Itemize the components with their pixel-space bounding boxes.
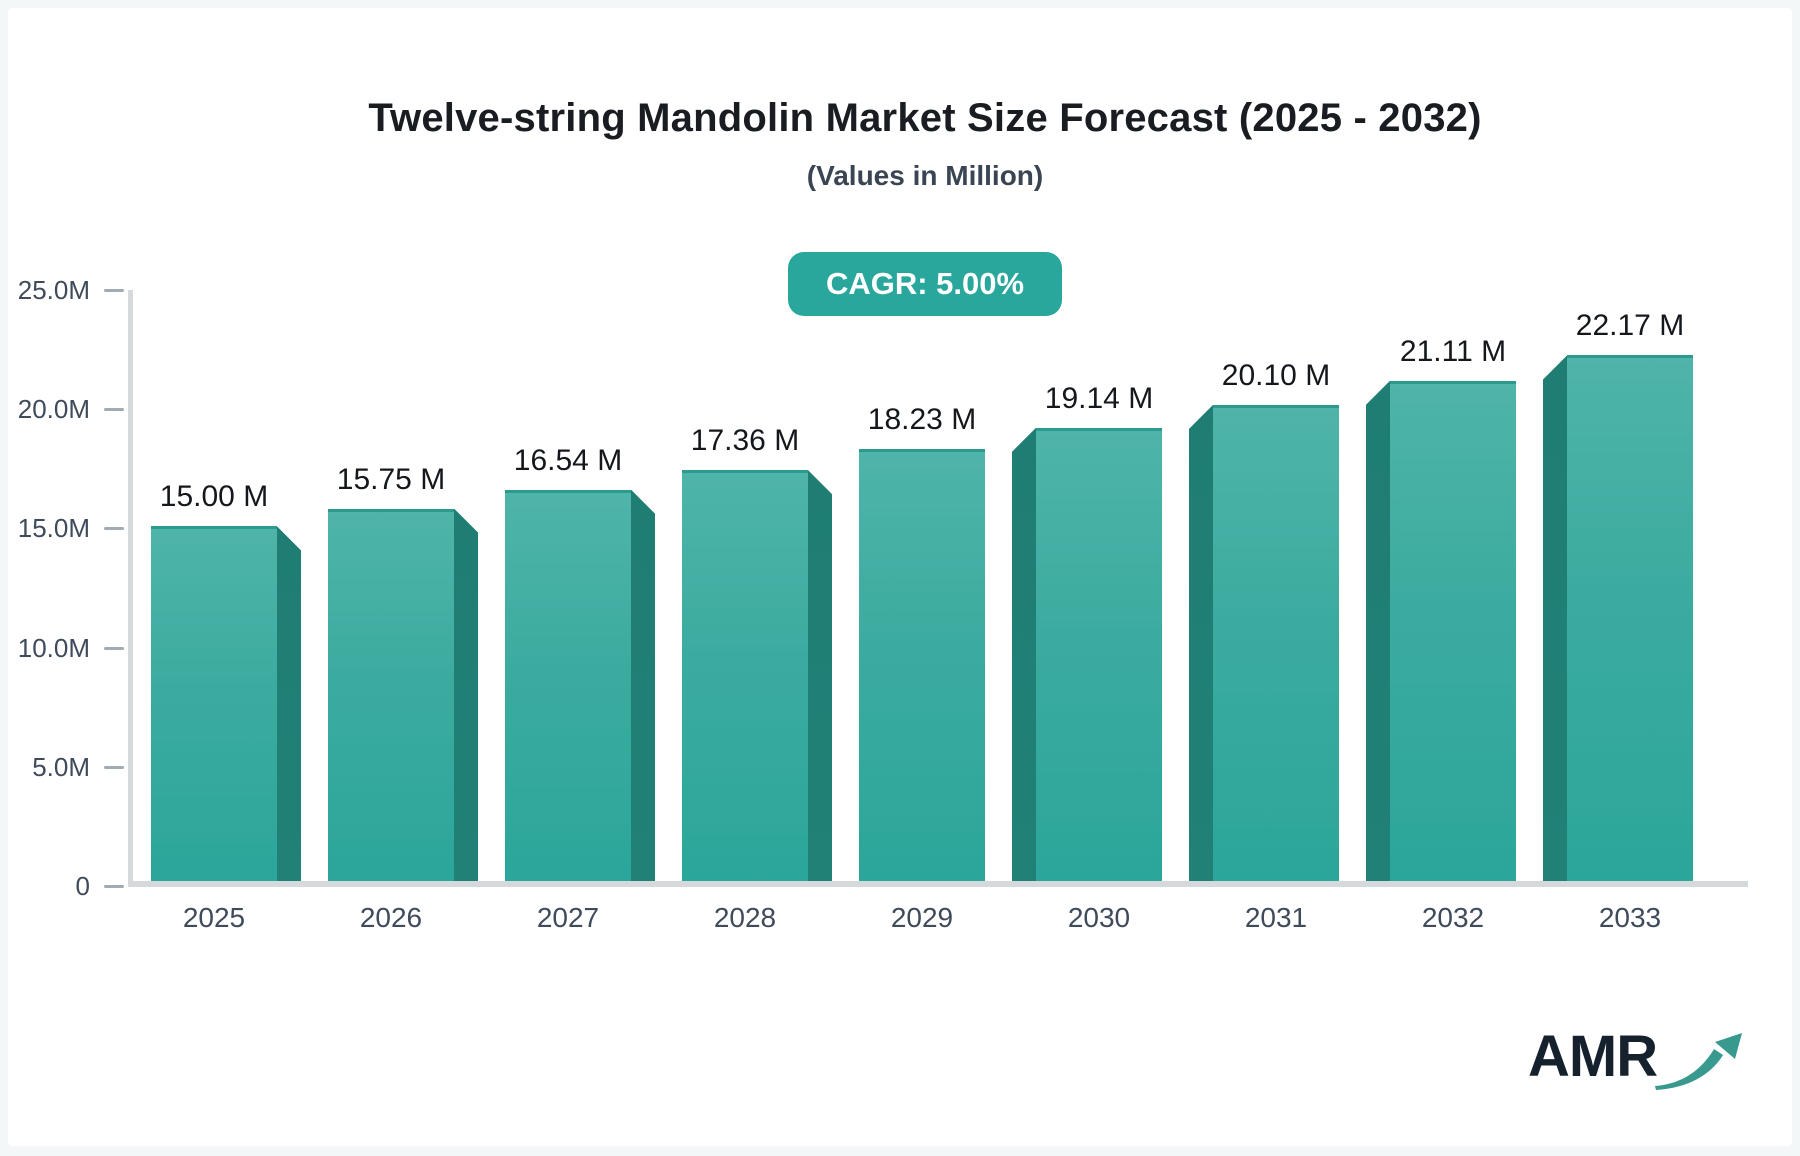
amr-logo-text: AMR: [1528, 1024, 1658, 1089]
y-axis-tick-mark: [104, 646, 124, 650]
y-axis-tick-mark: [104, 408, 124, 412]
bar-value-label: 15.75 M: [336, 462, 446, 496]
cagr-badge: CAGR: 5.00%: [787, 252, 1063, 316]
x-axis-label-2031: 2031: [1244, 902, 1308, 933]
y-axis-tick-mark: [104, 527, 124, 531]
bar-2030: [1036, 427, 1162, 884]
bar-value-label: 19.14 M: [1044, 381, 1154, 415]
y-axis-tick-label: 25.0M: [17, 275, 90, 305]
bar-side-face-2031: [1189, 404, 1213, 884]
bar-2032: [1390, 380, 1516, 884]
y-axis-tick-mark: [104, 765, 124, 769]
chart-subtitle: (Values in Million): [806, 160, 1044, 191]
bar-2028: [682, 470, 808, 884]
bar-value-label: 16.54 M: [513, 443, 623, 477]
x-axis-baseline: [128, 881, 1748, 887]
y-axis-line: [128, 290, 133, 886]
bar-2027: [505, 489, 631, 884]
bar-value-label: 18.23 M: [867, 403, 977, 437]
x-axis-label-2032: 2032: [1421, 902, 1485, 933]
y-axis-tick-label: 15.0M: [17, 513, 90, 544]
bar-2026: [328, 508, 454, 884]
y-axis-tick-mark: [104, 289, 124, 292]
bar-value-label: 21.11 M: [1399, 334, 1507, 368]
bar-side-face-2025: [277, 526, 301, 884]
y-axis-tick-label: 5.0M: [32, 751, 90, 782]
bar-value-label: 17.36 M: [690, 424, 800, 458]
x-axis-label-2027: 2027: [536, 902, 600, 933]
bar-side-face-2026: [454, 508, 478, 884]
y-axis-tick-label: 20.0M: [17, 394, 90, 425]
x-axis-label-2026: 2026: [359, 902, 423, 933]
x-axis-label-2033: 2033: [1598, 902, 1662, 933]
bar-side-face-2030: [1012, 427, 1036, 884]
growth-arrow-icon: [1655, 1033, 1743, 1090]
bar-2025: [151, 526, 277, 884]
x-axis-label-2030: 2030: [1067, 902, 1131, 933]
y-axis-tick-label: 0: [75, 871, 90, 901]
bar-2029: [859, 449, 985, 884]
cagr-badge-wrap: CAGR: 5.00%: [130, 252, 1720, 316]
bar-value-label: 22.17 M: [1575, 309, 1685, 343]
amr-logo: AMR: [1528, 1028, 1745, 1096]
bar-value-label: 20.10 M: [1221, 358, 1331, 392]
x-axis-label-2029: 2029: [890, 902, 954, 933]
x-axis-label-2025: 2025: [182, 902, 246, 933]
bar-side-face-2027: [631, 489, 655, 884]
bar-value-label: 15.00 M: [159, 480, 269, 514]
chart-title: Twelve-string Mandolin Market Size Forec…: [368, 96, 1482, 140]
x-axis-label-2028: 2028: [713, 902, 777, 933]
bar-side-face-2033: [1543, 355, 1567, 884]
bar-2033: [1567, 355, 1693, 884]
y-axis-tick-label: 10.0M: [17, 632, 90, 663]
y-axis-tick-mark: [104, 885, 124, 888]
bar-side-face-2028: [808, 470, 832, 884]
bar-side-face-2032: [1366, 380, 1390, 884]
bar-2031: [1213, 404, 1339, 884]
